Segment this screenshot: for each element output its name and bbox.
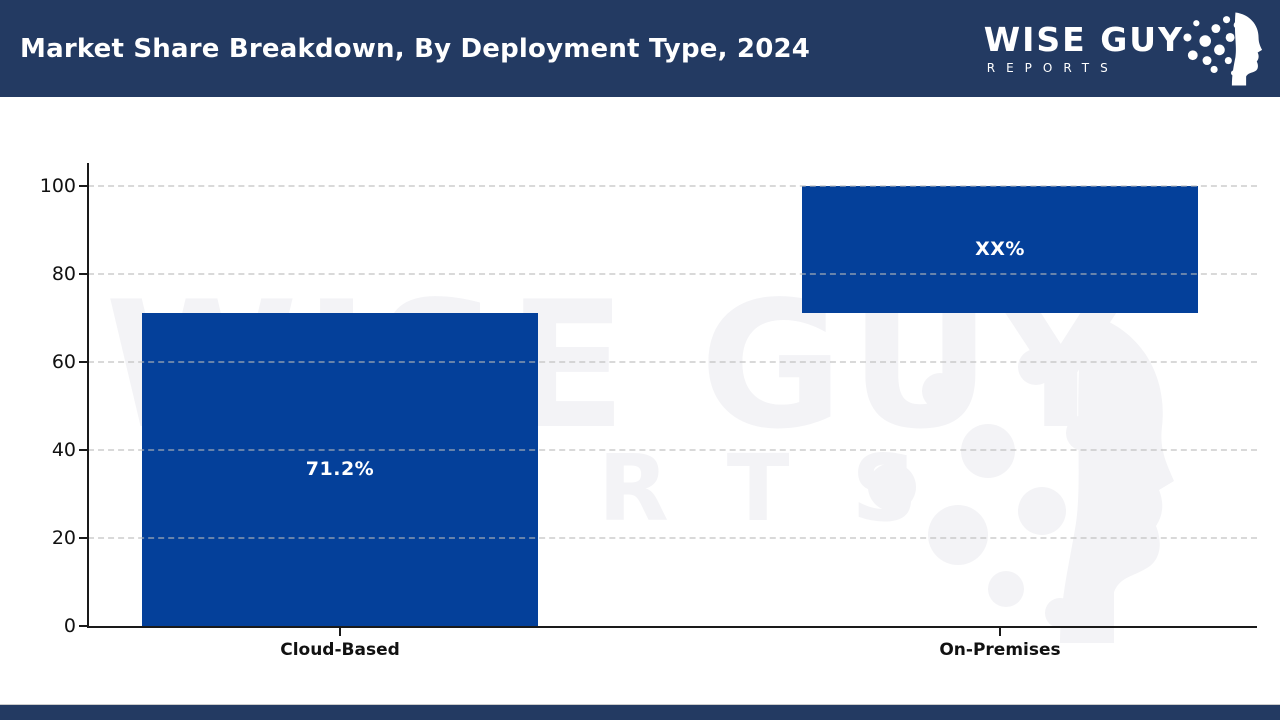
gridline-100 [88,185,1257,187]
gridline-20 [88,537,1257,539]
y-tick-label-0: 0 [63,615,76,637]
wise-guy-reports-logo: WISE GUY REPORTS [984,0,1266,97]
y-axis-line [87,163,89,628]
bar-chart: WISE GUY RTS 71.2% XX% 0 20 40 60 80 100 Cloud-B… [0,97,1280,704]
y-tick-80 [79,273,87,275]
bar-value-label-on-premises: XX% [975,238,1025,261]
bar-cloud-based: 71.2% [142,312,538,626]
logo-subtitle: REPORTS [986,60,1119,75]
footer-bar [0,704,1280,720]
y-tick-label-60: 60 [51,351,76,373]
x-tick-cloud-based [339,628,341,636]
bar-on-premises: XX% [802,186,1198,313]
x-category-label-on-premises: On-Premises [939,640,1061,660]
y-tick-label-100: 100 [39,175,76,197]
y-tick-100 [79,185,87,187]
x-category-label-cloud-based: Cloud-Based [280,640,400,660]
header-bar: Market Share Breakdown, By Deployment Ty… [0,0,1280,97]
x-tick-on-premises [999,628,1001,636]
y-tick-label-20: 20 [51,527,76,549]
gridline-80 [88,273,1257,275]
y-tick-60 [79,361,87,363]
logo-face-icon [1183,12,1263,85]
y-tick-label-40: 40 [51,439,76,461]
logo-text: WISE GUY REPORTS [984,23,1184,75]
watermark-face-icon [868,313,1174,643]
page-title: Market Share Breakdown, By Deployment Ty… [20,33,811,64]
gridline-60 [88,361,1257,363]
y-tick-label-80: 80 [51,263,76,285]
y-tick-40 [79,449,87,451]
gridline-40 [88,449,1257,451]
y-tick-0 [79,625,87,627]
x-axis-line [87,626,1257,628]
bar-value-label-cloud-based: 71.2% [305,458,375,481]
y-tick-20 [79,537,87,539]
logo-wordmark: WISE GUY [983,19,1184,59]
watermark-subtitle: RTS [598,435,980,542]
